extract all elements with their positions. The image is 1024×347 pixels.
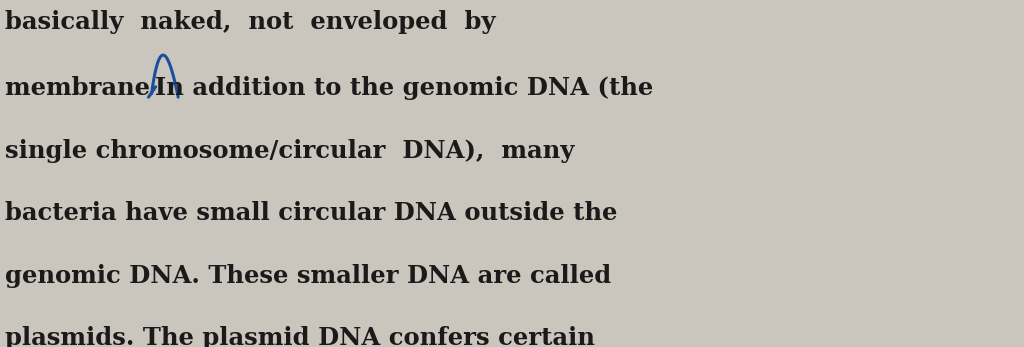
Text: bacteria have small circular DNA outside the: bacteria have small circular DNA outside… bbox=[5, 201, 617, 225]
Text: single chromosome/circular  DNA),  many: single chromosome/circular DNA), many bbox=[5, 139, 574, 163]
Text: genomic DNA. These smaller DNA are called: genomic DNA. These smaller DNA are calle… bbox=[5, 264, 611, 288]
Text: plasmids. The plasmid DNA confers certain: plasmids. The plasmid DNA confers certai… bbox=[5, 326, 595, 347]
Text: membrane In addition to the genomic DNA (the: membrane In addition to the genomic DNA … bbox=[5, 76, 653, 100]
Text: basically  naked,  not  enveloped  by: basically naked, not enveloped by bbox=[5, 10, 496, 34]
